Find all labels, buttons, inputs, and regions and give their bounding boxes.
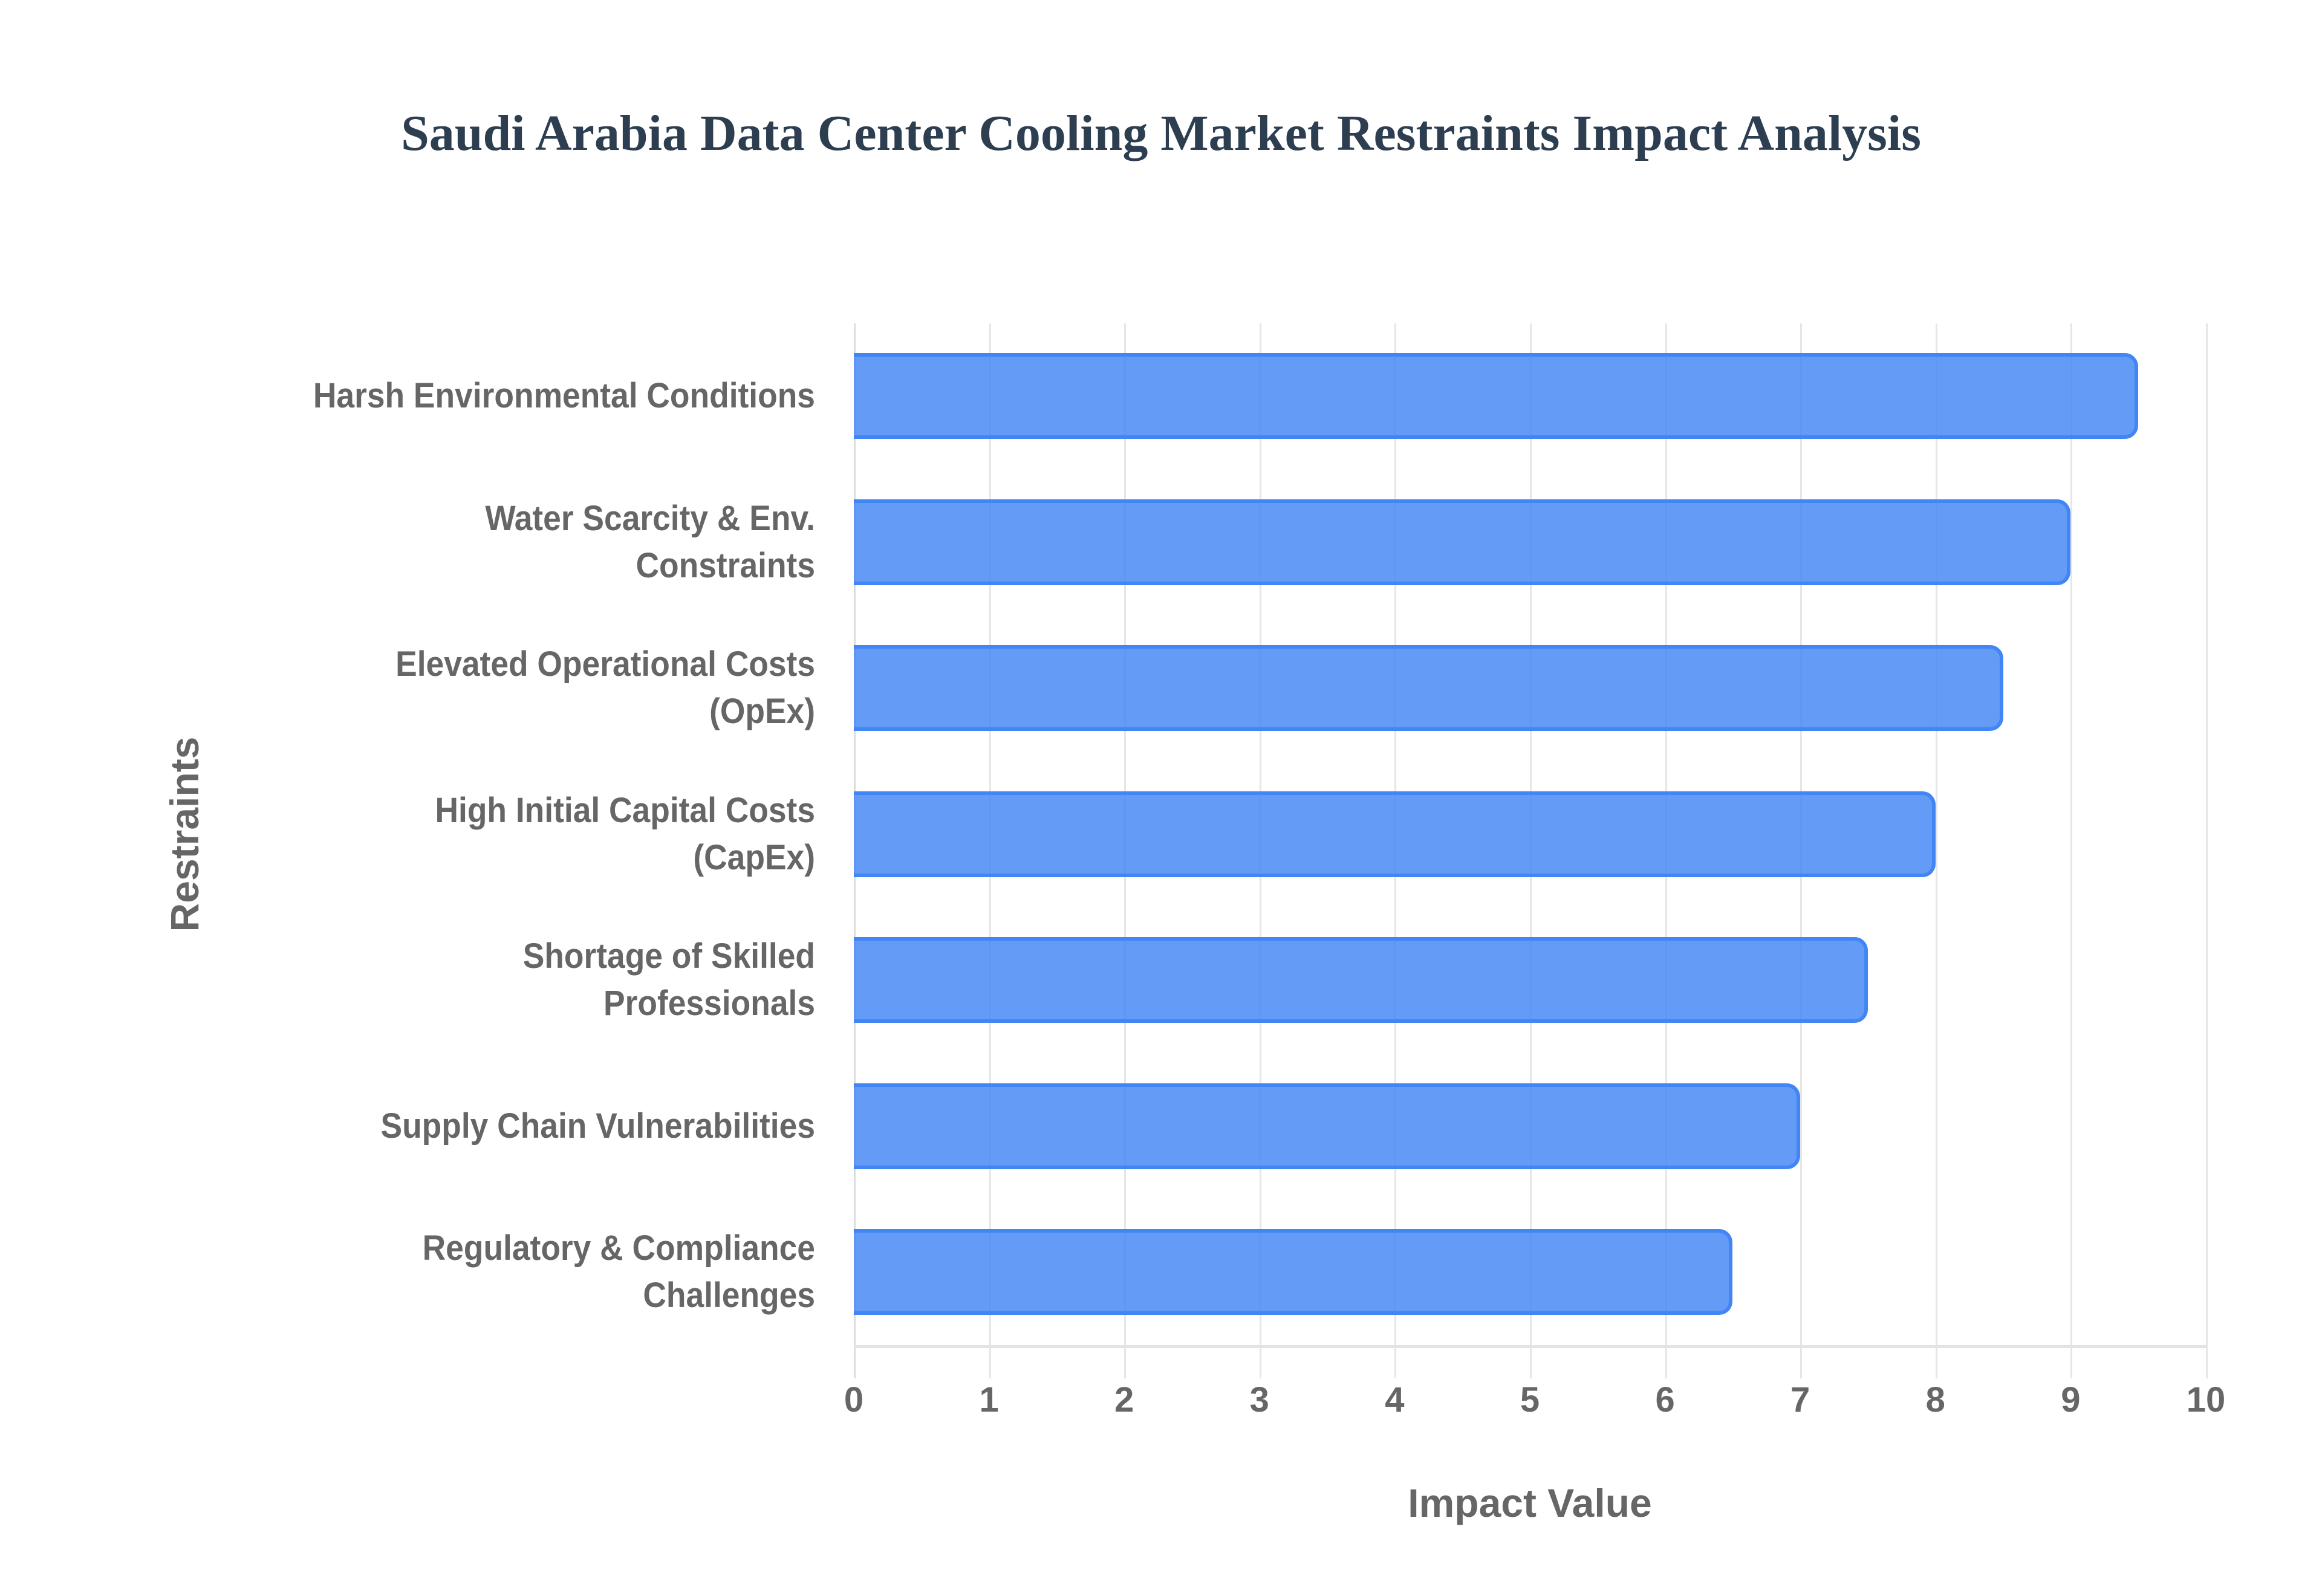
bar[interactable] (854, 645, 2003, 731)
label-line: Elevated Operational Costs (395, 644, 815, 684)
y-category-label: Elevated Operational Costs (OpEx) (203, 641, 815, 735)
x-tick-label: 8 (1925, 1380, 1945, 1419)
y-category-label: Shortage of Skilled Professionals (203, 933, 815, 1027)
y-axis-title: Restraints (162, 736, 207, 932)
x-axis-title: Impact Value (1408, 1481, 1652, 1525)
x-tick-label: 10 (2186, 1380, 2226, 1419)
x-tick-label: 3 (1249, 1380, 1269, 1419)
bar[interactable] (854, 937, 1868, 1023)
x-tick-label: 0 (844, 1380, 864, 1419)
x-tick-label: 6 (1655, 1380, 1675, 1419)
label-line: Professionals (603, 984, 815, 1023)
bar[interactable] (854, 1083, 1801, 1169)
label-line: Regulatory & Compliance (422, 1228, 815, 1268)
bar[interactable] (854, 791, 1936, 877)
y-category-label: Regulatory & Compliance Challenges (203, 1225, 815, 1319)
gridline (2070, 323, 2073, 1378)
chart-title: Saudi Arabia Data Center Cooling Market … (401, 105, 1921, 161)
plot-area (854, 323, 2208, 1378)
x-axis-line (854, 1345, 2206, 1348)
label-line: Water Scarcity & Env. (485, 498, 815, 538)
label-line: Shortage of Skilled (522, 936, 815, 976)
label-line: Challenges (643, 1276, 815, 1315)
x-tick-label: 7 (1790, 1380, 1810, 1419)
label-line: High Initial Capital Costs (435, 790, 815, 830)
gridline (1935, 323, 1937, 1378)
x-tick-label: 9 (2061, 1380, 2081, 1419)
y-category-label: Supply Chain Vulnerabilities (203, 1103, 815, 1150)
label-line: Supply Chain Vulnerabilities (380, 1106, 815, 1146)
bar[interactable] (854, 1229, 1733, 1315)
y-category-label: High Initial Capital Costs (CapEx) (203, 787, 815, 881)
bar[interactable] (854, 353, 2139, 439)
x-tick-label: 5 (1520, 1380, 1540, 1419)
label-line: (OpEx) (709, 692, 815, 731)
label-line: (CapEx) (693, 837, 815, 877)
x-tick-label: 2 (1114, 1380, 1134, 1419)
label-line: Harsh Environmental Conditions (313, 376, 815, 415)
gridline (2206, 323, 2208, 1378)
x-tick-label: 4 (1385, 1380, 1405, 1419)
label-line: Constraints (636, 545, 815, 585)
x-tick-label: 1 (979, 1380, 999, 1419)
bar[interactable] (854, 499, 2071, 585)
y-category-label: Water Scarcity & Env. Constraints (203, 495, 815, 589)
y-category-label: Harsh Environmental Conditions (203, 372, 815, 420)
